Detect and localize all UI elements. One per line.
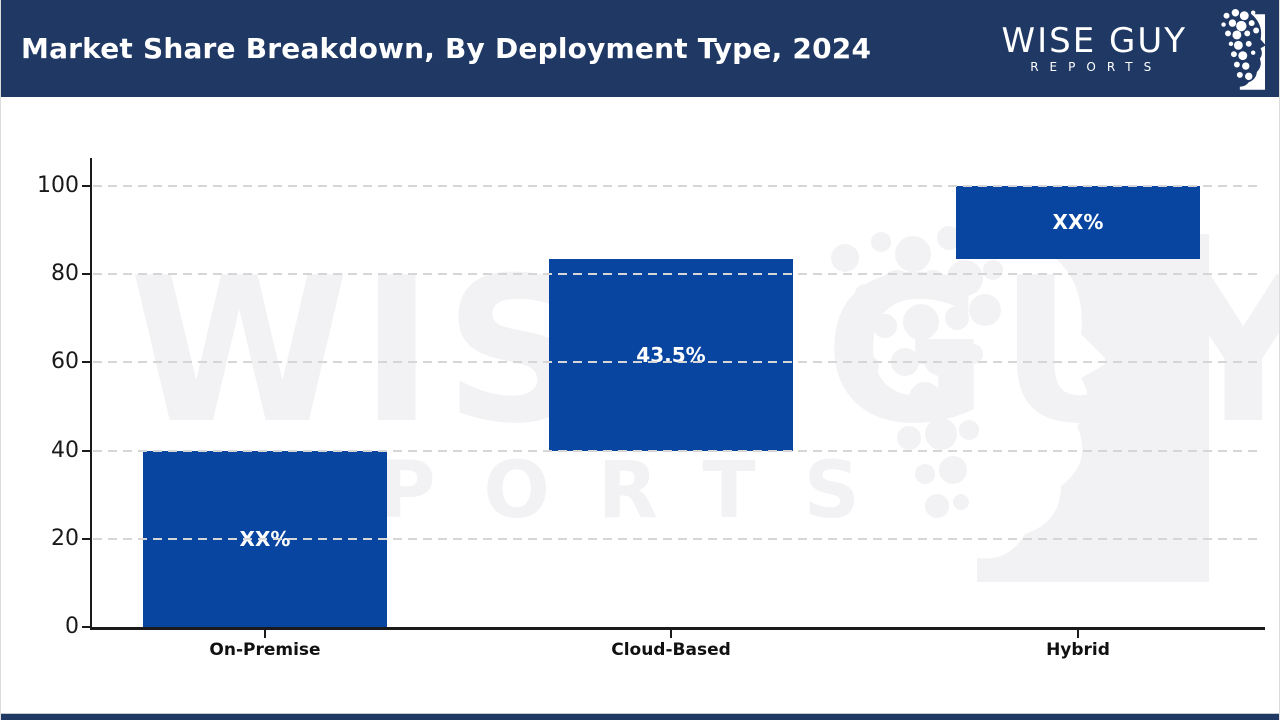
- y-axis-tick-20: [82, 537, 90, 540]
- x-axis-line: [90, 627, 1265, 630]
- watermark-face-icon: [831, 226, 1209, 582]
- gridline-20: [93, 537, 1263, 540]
- y-tick-label-100: 100: [37, 173, 79, 198]
- y-axis-tick-100: [82, 185, 90, 187]
- x-axis-tick-0: [264, 630, 266, 638]
- gridline-80: [93, 273, 1263, 276]
- y-tick-label-20: 20: [51, 525, 79, 551]
- y-tick-label-60: 60: [51, 349, 79, 375]
- x-axis-tick-2: [1077, 630, 1079, 638]
- header-bar: Market Share Breakdown, By Deployment Ty…: [1, 0, 1279, 97]
- footer-bar: [1, 713, 1279, 720]
- gridline-60: [93, 361, 1263, 364]
- logo-wordmark: WISE GUY: [1001, 21, 1187, 61]
- y-axis-tick-0: [82, 626, 90, 628]
- y-axis-line: [90, 158, 92, 630]
- wiseguy-face-icon: [1221, 9, 1265, 90]
- bar-cloud-based: 43.5%: [549, 258, 793, 451]
- page-title: Market Share Breakdown, By Deployment Ty…: [21, 32, 872, 65]
- y-axis-tick-80: [82, 273, 90, 276]
- wiseguy-logo-text: WISE GUY REPORTS: [1001, 23, 1187, 75]
- gridline-100: [93, 185, 1263, 187]
- y-axis-tick-60: [82, 361, 90, 364]
- logo-subtitle: REPORTS: [1030, 60, 1163, 74]
- category-label-0: On-Premise: [209, 640, 321, 660]
- y-tick-label-80: 80: [51, 261, 79, 287]
- category-label-1: Cloud-Based: [611, 640, 731, 660]
- wiseguy-logo: WISE GUY REPORTS: [1001, 6, 1265, 92]
- bar-value-label: XX%: [1052, 210, 1104, 235]
- y-tick-label-0: 0: [65, 614, 79, 639]
- gridline-40: [93, 449, 1263, 452]
- category-label-2: Hybrid: [1046, 640, 1110, 660]
- y-tick-label-40: 40: [51, 437, 79, 463]
- y-axis-tick-40: [82, 449, 90, 452]
- x-axis-tick-1: [670, 630, 672, 638]
- bar-hybrid: XX%: [956, 186, 1200, 259]
